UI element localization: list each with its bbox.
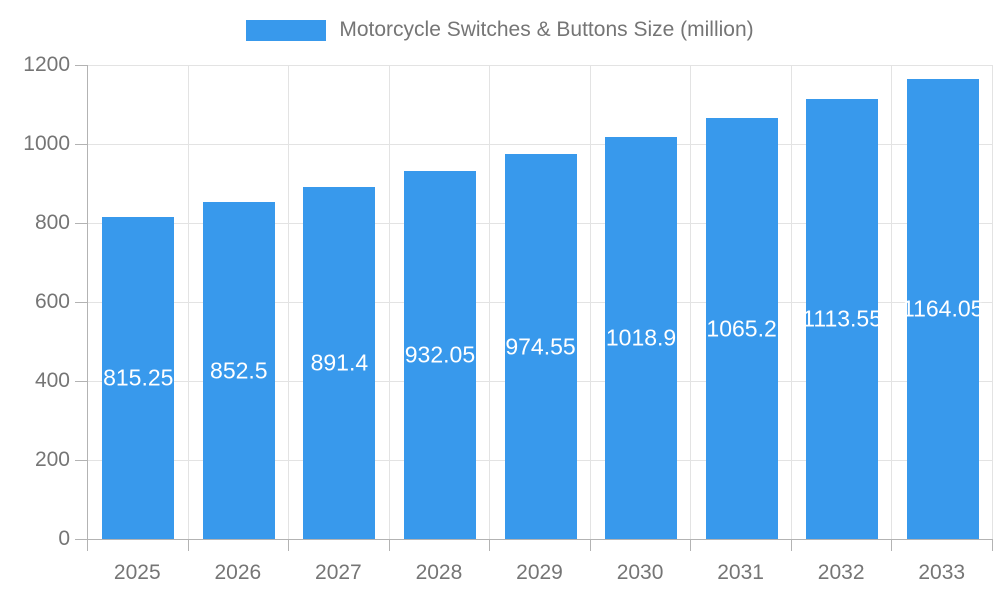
y-axis-tick (75, 302, 87, 303)
x-axis-tick (87, 539, 88, 551)
v-gridline (690, 65, 692, 539)
v-gridline (388, 65, 390, 539)
bar[interactable]: 1113.55 (802, 99, 882, 539)
v-gridline (489, 65, 491, 539)
x-axis-tick-label: 2025 (113, 561, 161, 584)
bar[interactable]: 974.55 (504, 154, 577, 539)
h-gridline (88, 65, 993, 66)
y-axis-tick-label: 1200 (23, 53, 70, 76)
bar[interactable]: 852.5 (202, 202, 275, 539)
bar[interactable]: 932.05 (403, 170, 476, 539)
v-gridline (187, 65, 189, 539)
bar-value-label: 891.4 (310, 349, 369, 376)
plot-area: 815.25 852.5 891.4 932.05 974.55 1018.9 1065.2… (87, 65, 993, 540)
y-axis-tick-label: 600 (34, 290, 70, 313)
bar-value-label: 815.25 (103, 364, 174, 391)
bar[interactable]: 1065.2 (705, 118, 778, 539)
x-axis-tick (589, 539, 591, 551)
y-axis-tick (75, 539, 87, 540)
bar-value-label: 1065.2 (706, 315, 777, 342)
legend-swatch (246, 19, 327, 41)
x-axis-tick-label: 2029 (516, 561, 563, 584)
v-gridline (288, 65, 290, 539)
x-axis-tick (690, 539, 692, 551)
legend-label: Motorcycle Switches & Buttons Size (mill… (339, 18, 754, 41)
v-gridline (589, 65, 591, 539)
bar[interactable]: 815.25 (102, 216, 175, 539)
y-axis-tick-label: 400 (34, 369, 70, 392)
bar[interactable]: 1018.9 (605, 136, 678, 539)
bar-value-label: 1113.55 (802, 305, 883, 332)
x-axis-tick (288, 539, 290, 551)
x-axis-tick-label: 2028 (415, 561, 463, 584)
x-axis-tick (388, 539, 390, 551)
y-axis-tick (75, 460, 87, 461)
x-axis-tick (187, 539, 189, 551)
x-axis-tick-label: 2031 (717, 561, 764, 584)
y-axis-tick-label: 1000 (23, 132, 70, 155)
bar[interactable]: 1164.05 (902, 79, 983, 539)
v-gridline (891, 65, 893, 539)
x-axis-tick (891, 539, 893, 551)
x-axis-tick-label: 2032 (817, 561, 865, 584)
y-axis-tick-label: 0 (58, 527, 70, 550)
v-gridline (992, 65, 993, 539)
x-axis-tick-label: 2027 (315, 561, 362, 584)
y-axis-tick (75, 144, 87, 145)
v-gridline (790, 65, 792, 539)
bar-value-label: 852.5 (210, 357, 268, 384)
x-axis-tick (992, 539, 993, 551)
x-axis-tick-label: 2026 (214, 561, 262, 584)
x-axis-tick (790, 539, 792, 551)
legend[interactable]: Motorcycle Switches & Buttons Size (mill… (0, 18, 1000, 42)
bar-value-label: 1018.9 (605, 324, 677, 351)
x-axis-tick-label: 2033 (918, 561, 966, 584)
h-gridline (88, 144, 993, 145)
x-axis-tick-label: 2030 (616, 561, 664, 584)
bar-value-label: 932.05 (404, 341, 476, 368)
y-axis-tick (75, 381, 87, 382)
y-axis-tick (75, 223, 87, 224)
y-axis-tick-label: 800 (34, 211, 70, 234)
y-axis-tick-label: 200 (34, 448, 70, 471)
x-axis-tick (489, 539, 491, 551)
bar-value-label: 974.55 (505, 333, 576, 360)
bar-value-label: 1164.05 (902, 295, 984, 322)
bar[interactable]: 891.4 (303, 186, 376, 539)
y-axis-tick (75, 65, 87, 66)
